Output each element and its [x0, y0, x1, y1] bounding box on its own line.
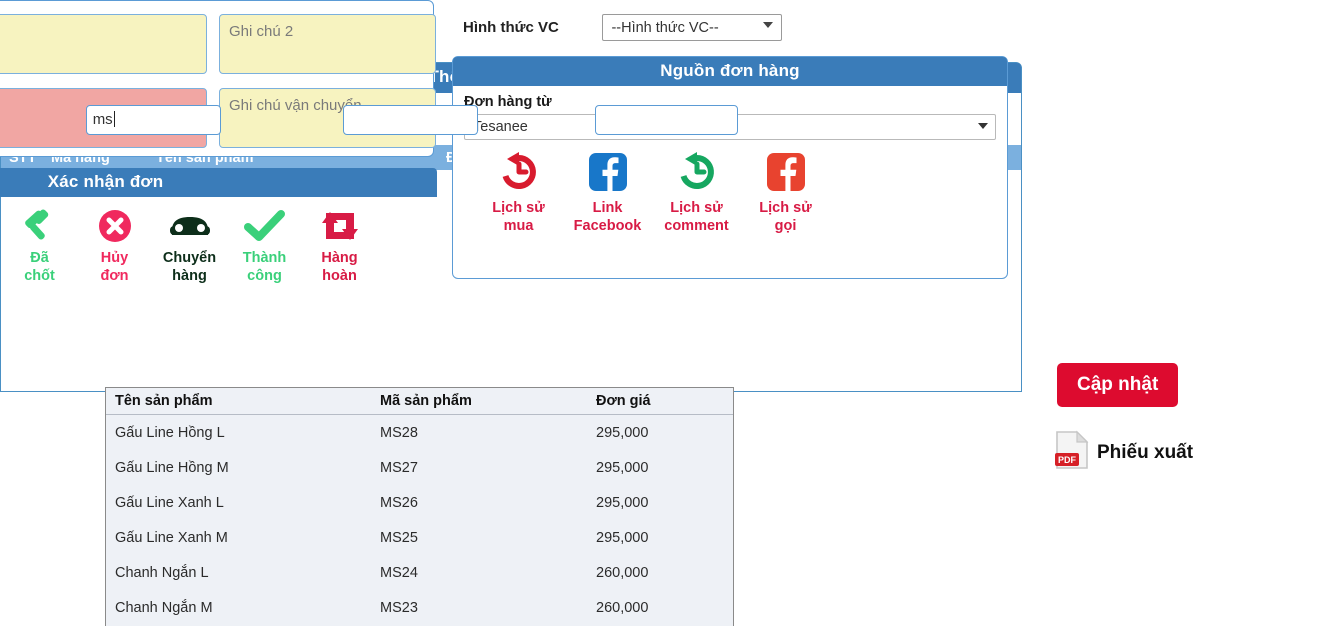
action-chuyen-hang[interactable]: Chuyển hàng [152, 205, 227, 285]
confirm-action-row: Đã chốt Hủy đơn [0, 197, 437, 285]
action-thanh-cong-line1: Thành [242, 250, 287, 266]
ac-col-name: Tên sản phẩm [115, 393, 213, 409]
product-name-input[interactable]: ms [85, 105, 221, 135]
truck-icon [152, 205, 227, 247]
quantity-input[interactable] [594, 105, 738, 135]
history-green-icon [652, 148, 741, 196]
link-facebook-line1: Link [592, 200, 623, 216]
ac-item-code: MS26 [380, 494, 418, 511]
pdf-file-icon: PDF [1055, 430, 1089, 475]
action-hang-hoan-line1: Hàng [321, 250, 358, 266]
ac-col-price: Đơn giá [596, 393, 651, 409]
ac-item-price: 260,000 [596, 564, 649, 581]
confirm-order-card: Xác nhận đơn Đã chốt [0, 168, 437, 288]
export-pdf-label: Phiếu xuất [1097, 441, 1194, 463]
order-from-value: Tesanee [473, 119, 528, 135]
ac-item-name: Chanh Ngắn M [115, 599, 213, 616]
autocomplete-item[interactable]: Gấu Line Hồng L MS28 295,000 [106, 415, 733, 450]
ac-col-code: Mã sản phẩm [380, 393, 472, 409]
ac-item-price: 295,000 [596, 529, 649, 546]
shipping-method-select[interactable]: --Hình thức VC-- [602, 14, 783, 41]
link-lich-su-comment-line2: comment [664, 218, 729, 235]
autocomplete-item[interactable]: Gấu Line Xanh L MS26 295,000 [106, 485, 733, 520]
autocomplete-item[interactable]: Chanh Ngắn M MS23 260,000 [106, 590, 733, 625]
action-da-chot-line1: Đã [30, 250, 49, 266]
action-da-chot-line2: chốt [24, 268, 55, 285]
note-2-input[interactable]: Ghi chú 2 [219, 14, 436, 74]
link-lich-su-comment[interactable]: Lịch sử comment [652, 148, 741, 235]
ac-item-code: MS24 [380, 564, 418, 581]
autocomplete-item[interactable]: Chanh Ngắn L MS24 260,000 [106, 555, 733, 590]
ac-item-name: Gấu Line Hồng M [115, 459, 229, 476]
gavel-icon [2, 205, 77, 247]
product-name-value: ms [92, 111, 113, 128]
ac-item-code: MS28 [380, 424, 418, 441]
ac-item-price: 295,000 [596, 459, 649, 476]
facebook-blue-icon [563, 148, 652, 196]
ac-item-price: 295,000 [596, 424, 649, 441]
ac-item-name: Gấu Line Hồng L [115, 424, 225, 441]
link-lich-su-mua[interactable]: Lịch sử mua [474, 148, 563, 235]
shipping-method-row: Hình thức VC --Hình thức VC-- [463, 14, 1003, 46]
action-huy-don-line2: đơn [100, 268, 129, 285]
unit-price-input[interactable] [343, 105, 479, 135]
link-lich-su-comment-line1: Lịch sử [670, 200, 723, 216]
chevron-down-icon [978, 123, 988, 129]
order-source-title: Nguồn đơn hàng [453, 57, 1007, 86]
action-hang-hoan[interactable]: Hàng hoàn [302, 205, 377, 285]
ac-item-code: MS23 [380, 599, 418, 616]
ac-item-name: Gấu Line Xanh M [115, 529, 228, 546]
action-hang-hoan-line2: hoàn [322, 268, 357, 285]
action-chuyen-hang-line2: hàng [172, 268, 207, 285]
check-icon [227, 205, 302, 247]
action-da-chot[interactable]: Đã chốt [2, 205, 77, 285]
shipping-method-value: --Hình thức VC-- [611, 20, 719, 36]
link-facebook-line2: Facebook [573, 218, 642, 235]
link-lich-su-goi-line1: Lịch sử [759, 200, 812, 216]
confirm-order-title: Xác nhận đơn [0, 168, 437, 197]
action-chuyen-hang-line1: Chuyển [162, 250, 217, 266]
facebook-red-icon [741, 148, 830, 196]
ac-item-price: 295,000 [596, 494, 649, 511]
source-links-row: Lịch sử mua Link Facebook [464, 140, 996, 235]
order-source-card: Nguồn đơn hàng Đơn hàng từ Tesanee [452, 56, 1008, 279]
link-lich-su-mua-line2: mua [503, 218, 534, 235]
note-1-input[interactable]: Ghi chú 1 [0, 14, 207, 74]
shipping-method-label: Hình thức VC [463, 19, 559, 36]
action-thanh-cong[interactable]: Thành công [227, 205, 302, 285]
link-lich-su-goi-line2: gọi [774, 218, 797, 235]
svg-text:PDF: PDF [1058, 455, 1077, 465]
action-thanh-cong-line2: công [247, 268, 282, 285]
link-lich-su-mua-line1: Lịch sử [492, 200, 545, 216]
autocomplete-header: Tên sản phẩm Mã sản phẩm Đơn giá [106, 388, 733, 415]
history-red-icon [474, 148, 563, 196]
autocomplete-item[interactable]: Gấu Line Xanh M MS25 295,000 [106, 520, 733, 555]
export-pdf-link[interactable]: PDF Phiếu xuất [1055, 430, 1193, 475]
ac-item-code: MS27 [380, 459, 418, 476]
return-icon [302, 205, 377, 247]
chevron-down-icon [763, 22, 774, 28]
link-facebook[interactable]: Link Facebook [563, 148, 652, 235]
link-lich-su-goi[interactable]: Lịch sử gọi [741, 148, 830, 235]
autocomplete-item[interactable]: Gấu Line Hồng M MS27 295,000 [106, 450, 733, 485]
ac-item-name: Gấu Line Xanh L [115, 494, 224, 511]
action-huy-don[interactable]: Hủy đơn [77, 205, 152, 285]
order-notes-card: Ghi chú 1 Ghi chú 2 Lý do huỷ Ghi chú vậ… [0, 0, 436, 157]
product-autocomplete-dropdown[interactable]: Tên sản phẩm Mã sản phẩm Đơn giá Gấu Lin… [105, 387, 734, 626]
action-huy-don-line1: Hủy [100, 250, 129, 266]
order-from-label: Đơn hàng từ [464, 94, 552, 110]
update-button[interactable]: Cập nhật [1057, 363, 1179, 407]
ac-item-code: MS25 [380, 529, 418, 546]
cancel-icon [77, 205, 152, 247]
ac-item-name: Chanh Ngắn L [115, 564, 209, 581]
ac-item-price: 260,000 [596, 599, 649, 616]
